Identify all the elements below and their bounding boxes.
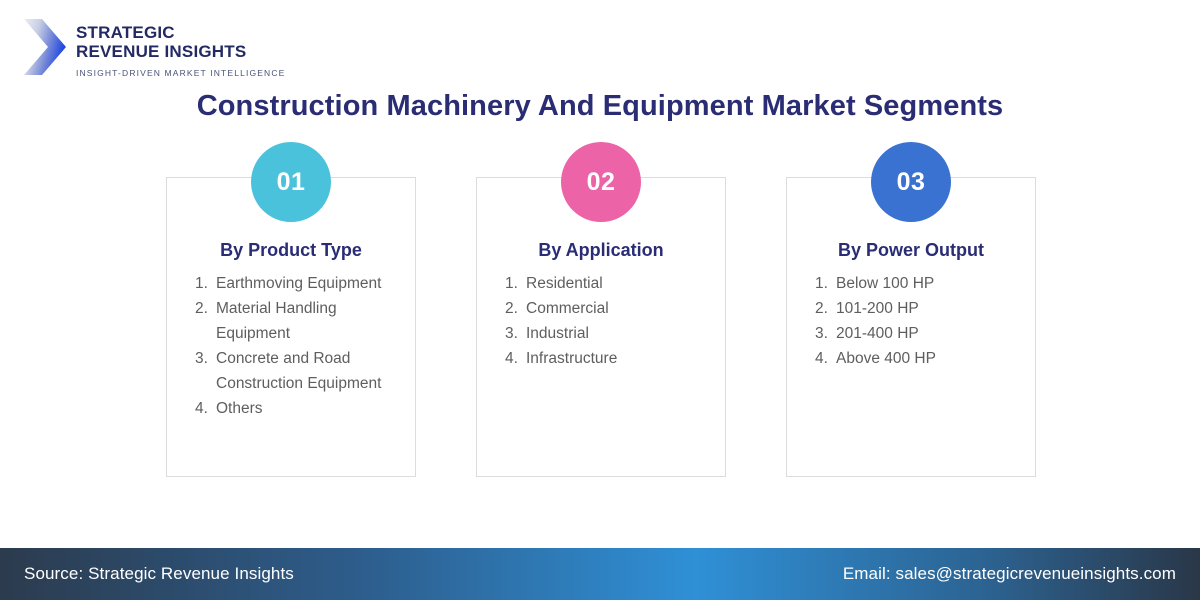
segment-heading-01: By Product Type: [220, 240, 362, 260]
segment-card-02: 02 By Application Residential Commercial…: [476, 142, 726, 477]
segment-heading-03: By Power Output: [837, 240, 984, 260]
list-item: Earthmoving Equipment: [195, 271, 382, 296]
footer-email: Email: sales@strategicrevenueinsights.co…: [842, 564, 1176, 583]
list-item: Material Handling Equipment: [195, 296, 337, 342]
footer-source: Source: Strategic Revenue Insights: [24, 564, 294, 583]
page-footer: Source: Strategic Revenue Insights Email…: [0, 548, 1200, 600]
logo-line-1: STRATEGIC: [76, 23, 175, 42]
brand-logo: STRATEGIC REVENUE INSIGHTS INSIGHT-DRIVE…: [22, 17, 285, 79]
list-item: Industrial: [505, 321, 589, 346]
list-item: Residential: [505, 271, 603, 296]
list-item: Above 400 HP: [815, 346, 936, 371]
segment-badge-03: 03: [871, 142, 951, 222]
segment-card-03: 03 By Power Output Below 100 HP 101-200 …: [786, 142, 1036, 477]
list-item: 201-400 HP: [815, 321, 919, 346]
chevron-right-icon: [22, 17, 68, 77]
segment-badge-01: 01: [251, 142, 331, 222]
list-item: Infrastructure: [505, 346, 618, 371]
list-item: Commercial: [505, 296, 609, 321]
segment-badge-02: 02: [561, 142, 641, 222]
list-item: 101-200 HP: [815, 296, 919, 321]
logo-tagline: INSIGHT-DRIVEN MARKET INTELLIGENCE: [76, 68, 286, 78]
logo-line-2: REVENUE INSIGHTS: [76, 42, 247, 61]
list-item: Below 100 HP: [815, 271, 935, 296]
list-item: Others: [195, 396, 263, 421]
list-item: Concrete and Road Construction Equipment: [195, 346, 382, 392]
segment-card-01: 01 By Product Type Earthmoving Equipment…: [166, 142, 416, 477]
segment-heading-02: By Application: [538, 240, 664, 260]
page-title: Construction Machinery And Equipment Mar…: [196, 90, 1004, 122]
segment-list-03: Below 100 HP 101-200 HP 201-400 HP Above…: [787, 271, 1035, 371]
segment-list-01: Earthmoving Equipment Material Handling …: [167, 271, 415, 421]
segment-list-02: Residential Commercial Industrial Infras…: [477, 271, 725, 371]
segment-cards: 01 By Product Type Earthmoving Equipment…: [166, 142, 1036, 477]
